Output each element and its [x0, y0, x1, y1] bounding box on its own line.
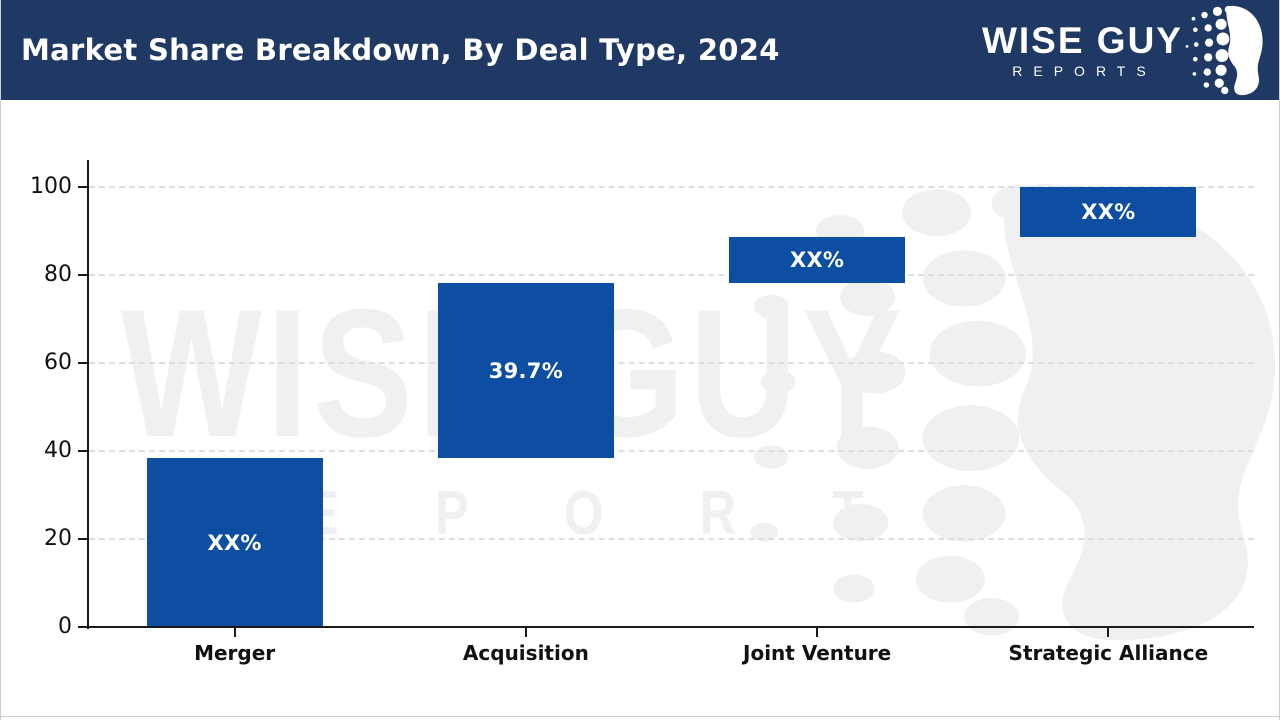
bar-merger: XX% [146, 458, 323, 627]
bar-strategic-alliance: XX% [1020, 187, 1197, 238]
gridline-40 [89, 450, 1254, 452]
wiseguy-head-icon [1185, 5, 1263, 96]
y-tickmark-0 [78, 626, 87, 628]
x-tickmark-4 [1107, 628, 1110, 637]
x-tickmark-2 [524, 628, 527, 637]
y-tick-label-100: 100 [30, 174, 72, 199]
x-label-strategic-alliance: Strategic Alliance [1008, 641, 1209, 665]
x-axis-line [87, 626, 1254, 628]
bar-value-label: XX% [1081, 200, 1136, 225]
bar-acquisition: 39.7% [437, 283, 614, 459]
wiseguy-wordmark: WISE GUY REPORTS [982, 22, 1183, 79]
wiseguy-logo: WISE GUY REPORTS [982, 4, 1265, 96]
x-tickmark-1 [233, 628, 236, 637]
bar-value-label: XX% [207, 530, 262, 555]
y-axis-line [87, 160, 89, 629]
y-tick-label-0: 0 [58, 614, 72, 639]
x-label-merger: Merger [194, 641, 276, 665]
y-tickmark-100 [78, 186, 87, 188]
x-label-joint-venture: Joint Venture [743, 641, 892, 665]
gridline-60 [89, 362, 1254, 364]
gridline-80 [89, 274, 1254, 276]
y-tick-label-40: 40 [44, 438, 72, 463]
header: Market Share Breakdown, By Deal Type, 20… [1, 0, 1279, 100]
y-tick-label-20: 20 [44, 526, 72, 551]
logo-line1: WISE GUY [981, 19, 1183, 61]
gridline-20 [89, 538, 1254, 540]
y-tick-label-80: 80 [44, 262, 72, 287]
bar-value-label: XX% [789, 248, 845, 273]
chart-title: Market Share Breakdown, By Deal Type, 20… [21, 33, 780, 67]
x-label-acquisition: Acquisition [462, 641, 589, 665]
bottom-border [1, 716, 1279, 717]
y-tickmark-40 [78, 450, 87, 452]
y-tick-label-60: 60 [44, 350, 72, 375]
y-tickmark-80 [78, 274, 87, 276]
bar-joint-venture: XX% [729, 237, 906, 284]
y-tickmark-60 [78, 362, 87, 364]
gridline-100 [89, 186, 1254, 188]
y-tickmark-20 [78, 538, 87, 540]
logo-line2: REPORTS [1012, 62, 1157, 79]
bar-value-label: 39.7% [488, 358, 564, 383]
x-tickmark-3 [816, 628, 819, 637]
